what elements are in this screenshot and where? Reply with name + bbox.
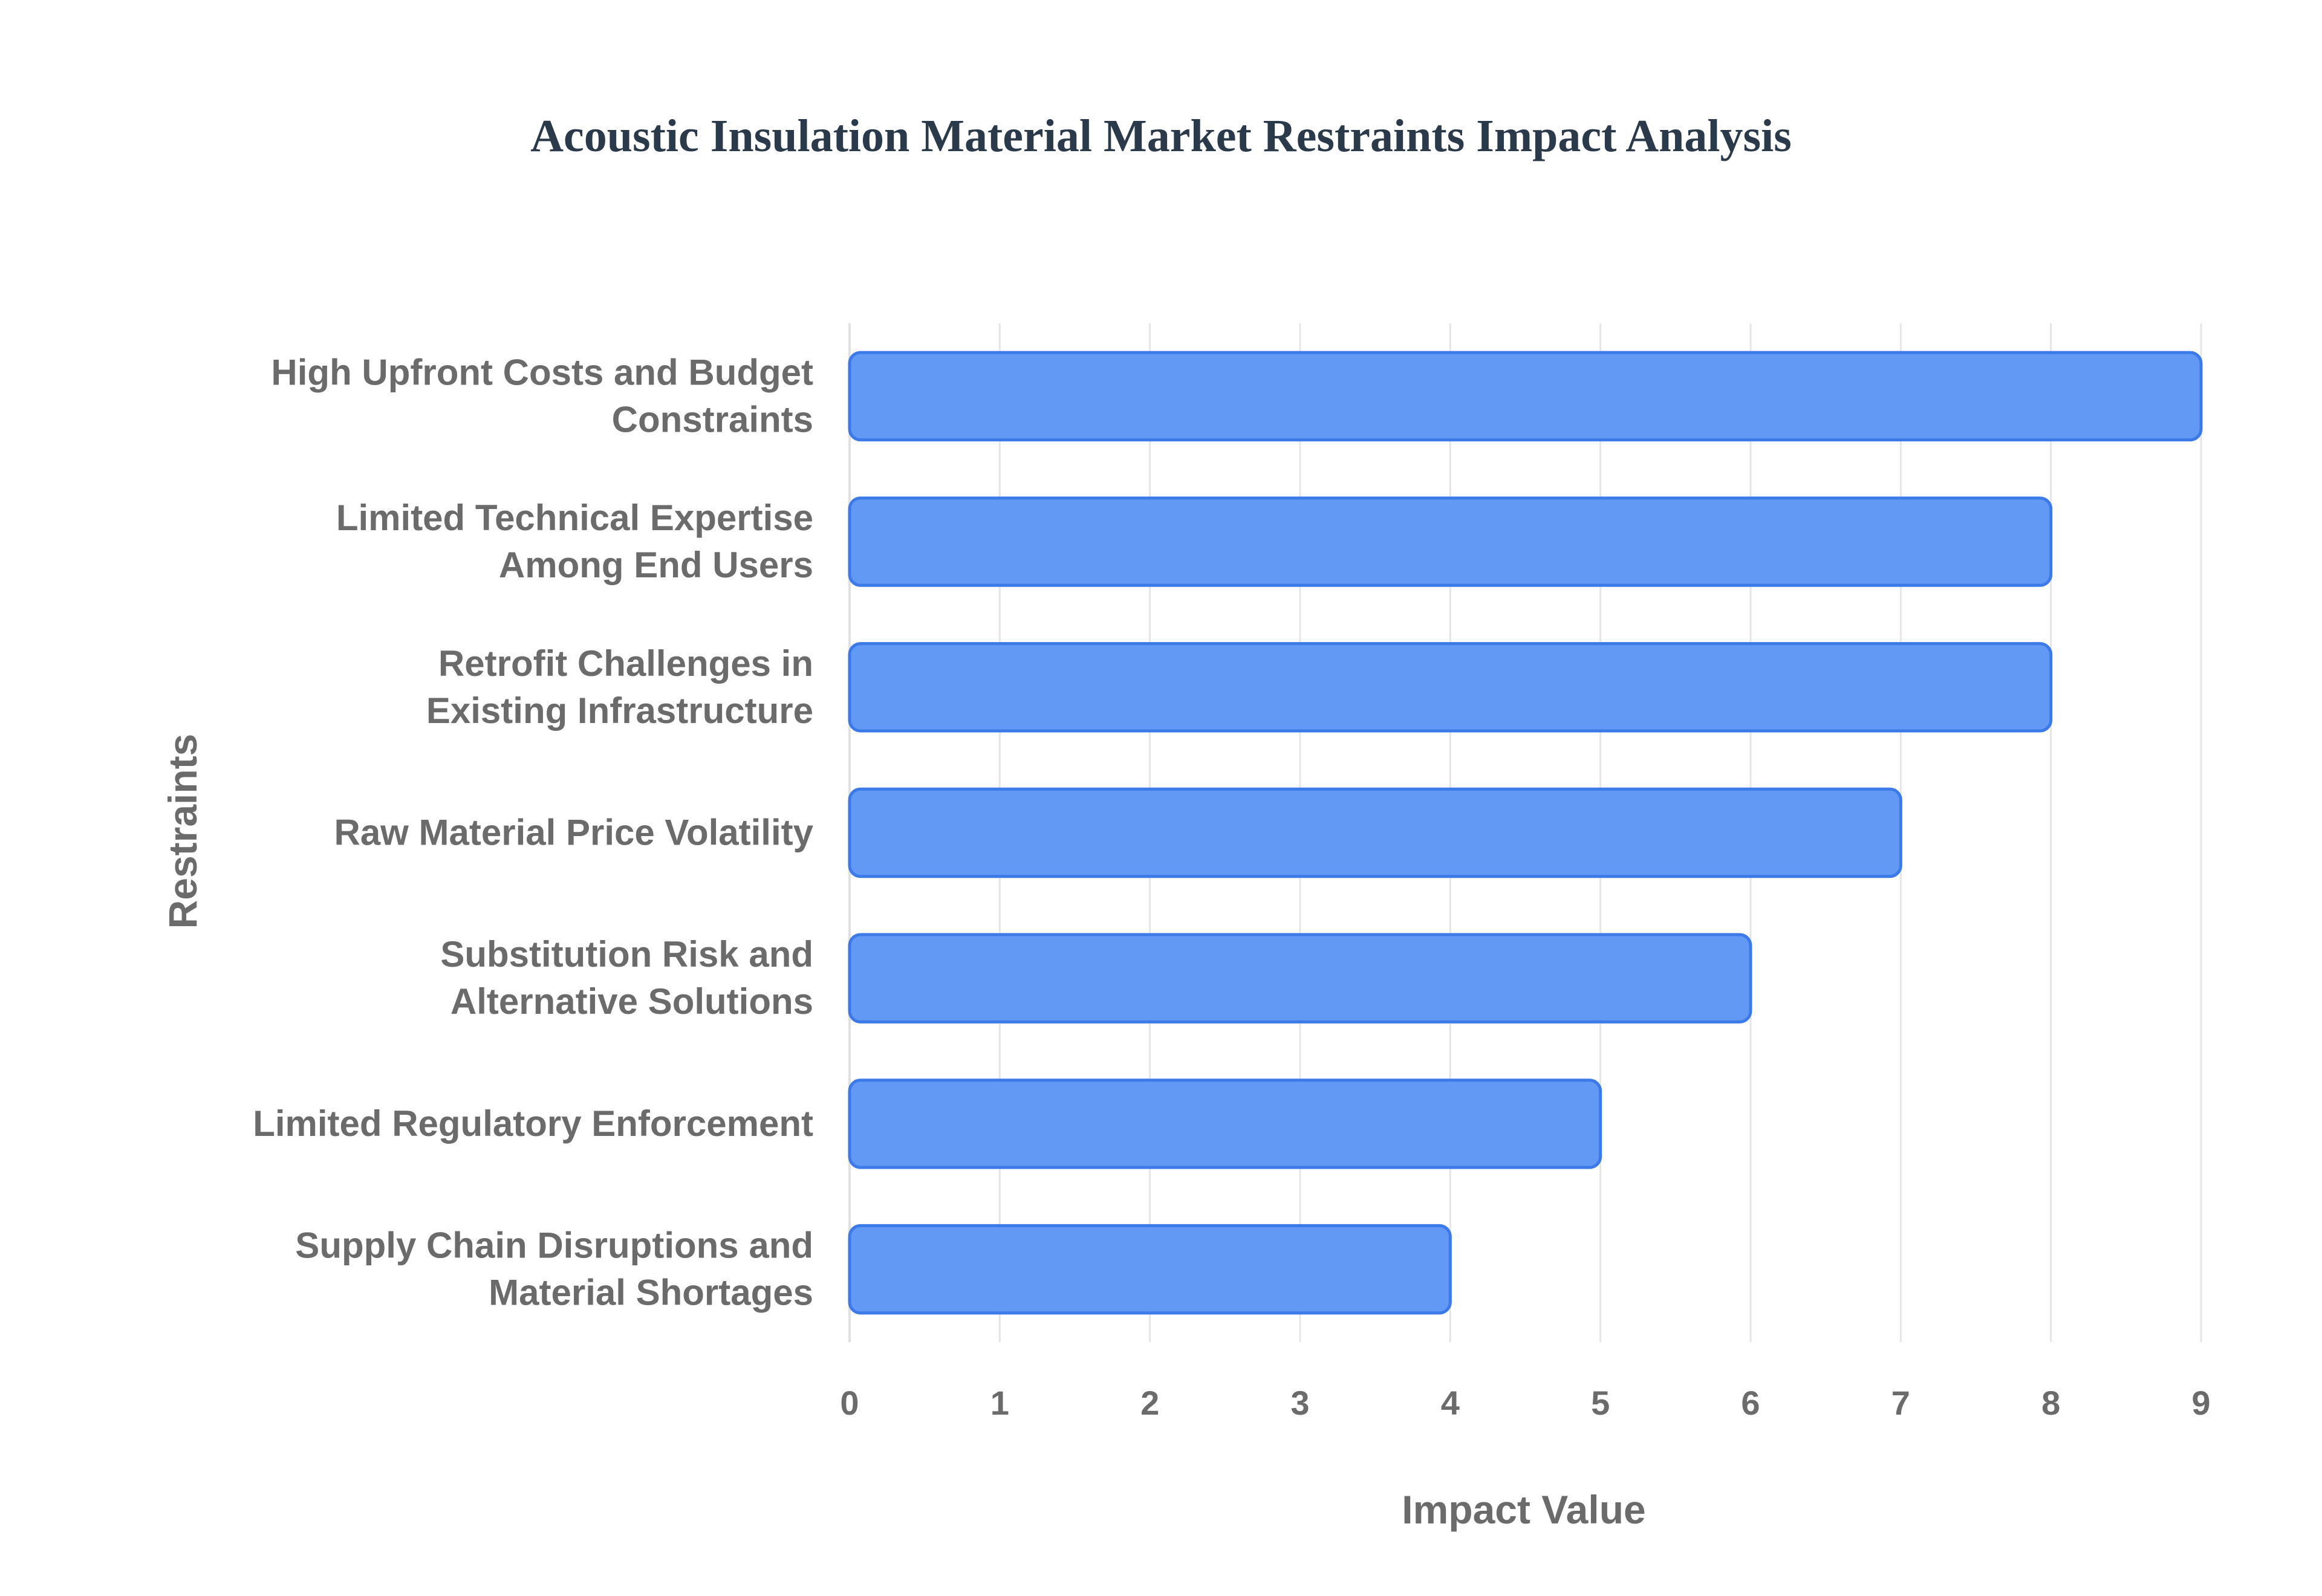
- x-tick-label-9: 9: [2191, 1384, 2210, 1422]
- x-tick-label-6: 6: [1741, 1384, 1760, 1422]
- category-label-line: Substitution Risk and: [440, 934, 813, 975]
- category-label-line: Constraints: [612, 399, 813, 440]
- category-label-5: Substitution Risk and Alternative Solutio…: [440, 934, 813, 1022]
- category-label-line: Limited Regulatory Enforcement: [253, 1103, 813, 1144]
- x-axis-title: Impact Value: [1402, 1487, 1646, 1532]
- category-labels: High Upfront Costs and Budget Constraints…: [253, 352, 813, 1312]
- bar-2[interactable]: [848, 496, 2053, 587]
- chart-title: Acoustic Insulation Material Market Rest…: [530, 111, 1792, 161]
- y-axis-title: Restraints: [160, 734, 205, 929]
- bar-5[interactable]: [848, 933, 1752, 1023]
- x-tick-label-3: 3: [1290, 1384, 1309, 1422]
- x-tick-label-2: 2: [1140, 1384, 1159, 1422]
- x-tick-label-8: 8: [2041, 1384, 2060, 1422]
- category-label-line: Existing Infrastructure: [426, 690, 813, 731]
- x-tick-label-1: 1: [990, 1384, 1009, 1422]
- category-label-line: Retrofit Challenges in: [438, 643, 813, 684]
- category-label-line: High Upfront Costs and Budget: [271, 352, 813, 392]
- category-label-4: Raw Material Price Volatility: [334, 813, 813, 853]
- bar-3[interactable]: [848, 642, 2053, 733]
- category-label-line: Limited Technical Expertise: [336, 498, 813, 538]
- category-label-line: Material Shortages: [489, 1273, 813, 1313]
- x-tick-label-4: 4: [1441, 1384, 1460, 1422]
- category-label-line: Supply Chain Disruptions and: [295, 1225, 813, 1266]
- bar-1[interactable]: [848, 351, 2203, 442]
- category-label-1: High Upfront Costs and Budget Constraints: [271, 352, 813, 440]
- x-tick-label-0: 0: [840, 1384, 859, 1422]
- category-label-line: Among End Users: [499, 545, 813, 585]
- bar-6[interactable]: [848, 1079, 1602, 1169]
- bar-7[interactable]: [848, 1224, 1452, 1315]
- x-tick-label-5: 5: [1591, 1384, 1610, 1422]
- category-label-7: Supply Chain Disruptions and Material Sho…: [295, 1225, 813, 1313]
- category-label-2: Limited Technical Expertise Among End Use…: [336, 498, 813, 585]
- category-label-3: Retrofit Challenges in Existing Infrastru…: [426, 643, 813, 731]
- category-label-6: Limited Regulatory Enforcement: [253, 1103, 813, 1144]
- category-label-line: Raw Material Price Volatility: [334, 813, 813, 853]
- category-label-line: Alternative Solutions: [450, 981, 813, 1022]
- bar-4[interactable]: [848, 787, 1902, 878]
- x-tick-label-7: 7: [1891, 1384, 1910, 1422]
- bars: [848, 351, 2203, 1315]
- x-tick-labels: 0 1 2 3 4 5 6 7 8 9: [840, 1384, 2210, 1422]
